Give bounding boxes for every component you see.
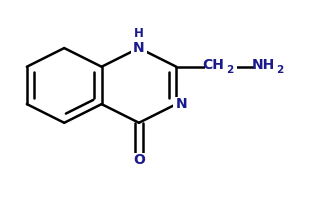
Text: CH: CH [202,58,224,72]
Text: 2: 2 [276,65,283,75]
FancyBboxPatch shape [205,58,237,75]
FancyBboxPatch shape [173,97,191,112]
Text: N: N [176,97,188,111]
Text: N: N [133,41,145,55]
FancyBboxPatch shape [130,153,147,168]
FancyBboxPatch shape [254,58,286,75]
Text: H: H [134,27,144,40]
Text: O: O [133,153,145,167]
Text: 2: 2 [226,65,233,75]
Text: NH: NH [251,58,275,72]
FancyBboxPatch shape [130,30,147,58]
